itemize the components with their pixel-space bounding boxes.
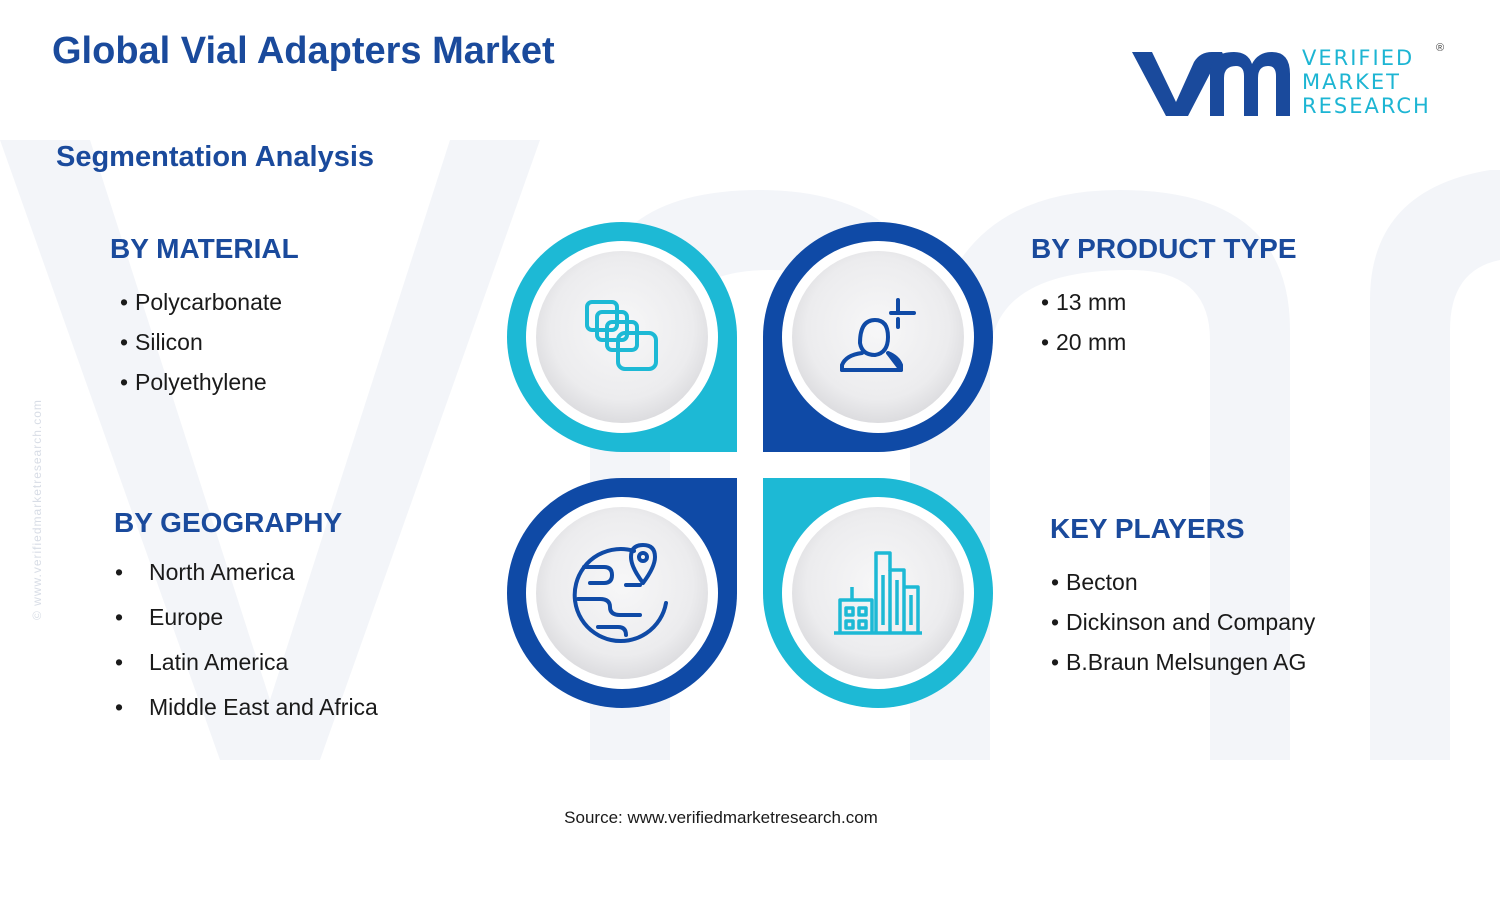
bullet: • (120, 369, 129, 395)
logo-line-research: RESEARCH (1302, 94, 1431, 118)
list-item: • Europe (115, 595, 378, 640)
material-item-1: Polycarbonate (135, 289, 283, 315)
list-item: • North America (115, 550, 378, 595)
list-item: • Polycarbonate (120, 282, 282, 322)
logo-line-market: MARKET (1302, 70, 1401, 94)
geography-list: • North America • Europe • Latin America • M… (115, 550, 378, 730)
heading-by-geography: BY GEOGRAPHY (114, 507, 343, 538)
geography-item-4: Middle East and Africa (149, 694, 378, 720)
vmr-logo-mark (1132, 52, 1290, 116)
product-type-item-2: 20 mm (1056, 329, 1127, 355)
material-list: • Polycarbonate • Silicon • Polyethylene (120, 282, 282, 402)
registered-mark: ® (1436, 42, 1445, 54)
bullet: • (115, 649, 124, 675)
list-item: • 20 mm (1041, 322, 1126, 362)
bullet: • (115, 604, 124, 630)
bullet: • (115, 559, 124, 585)
product-type-list: • 13 mm • 20 mm (1041, 282, 1126, 362)
material-item-2: Silicon (135, 329, 203, 355)
geography-item-2: Europe (149, 604, 224, 630)
page-title: Global Vial Adapters Market (52, 30, 555, 72)
bullet: • (120, 329, 129, 355)
geography-item-3: Latin America (149, 649, 289, 675)
key-player-item-3: B.Braun Melsungen AG (1066, 649, 1307, 675)
bullet: • (120, 289, 129, 315)
product-type-item-1: 13 mm (1056, 289, 1127, 315)
bullet: • (115, 694, 124, 720)
bullet: • (1051, 609, 1060, 635)
segment-diagram (500, 215, 1000, 715)
list-item: • 13 mm (1041, 282, 1126, 322)
geography-quadrant (507, 478, 737, 708)
bullet: • (1051, 569, 1060, 595)
key-players-list: • Becton • Dickinson and Company • B.Braun … (1051, 562, 1315, 682)
list-item: • Dickinson and Company (1051, 602, 1315, 642)
material-item-3: Polyethylene (135, 369, 267, 395)
list-item: • Middle East and Africa (115, 685, 378, 730)
list-item: • Polyethylene (120, 362, 282, 402)
list-item: • Latin America (115, 640, 378, 685)
heading-key-players: KEY PLAYERS (1050, 513, 1245, 544)
page-subtitle: Segmentation Analysis (56, 141, 375, 173)
key-players-quadrant (763, 478, 993, 708)
logo-line-verified: VERIFIED (1302, 46, 1415, 70)
key-player-item-1: Becton (1066, 569, 1138, 595)
bullet: • (1041, 329, 1050, 355)
bullet: • (1051, 649, 1060, 675)
stacked-squares-icon (585, 300, 658, 371)
material-quadrant (507, 222, 737, 452)
list-item: • Becton (1051, 562, 1315, 602)
vmr-logo: VERIFIED MARKET RESEARCH ® (1130, 42, 1460, 124)
source-note: Source: www.verifiedmarketresearch.com (564, 808, 878, 827)
geography-item-1: North America (149, 559, 295, 585)
list-item: • B.Braun Melsungen AG (1051, 642, 1315, 682)
person-with-plus-icon (840, 298, 916, 372)
key-player-item-2: Dickinson and Company (1066, 609, 1316, 635)
bullet: • (1041, 289, 1050, 315)
heading-by-material: BY MATERIAL (110, 233, 299, 264)
globe-location-icon (572, 543, 668, 643)
heading-by-product-type: BY PRODUCT TYPE (1031, 233, 1297, 264)
side-watermark-text: © www.verifiedmarketresearch.com (30, 399, 44, 620)
office-buildings-icon (834, 551, 922, 635)
list-item: • Silicon (120, 322, 282, 362)
product-type-quadrant (763, 222, 993, 452)
